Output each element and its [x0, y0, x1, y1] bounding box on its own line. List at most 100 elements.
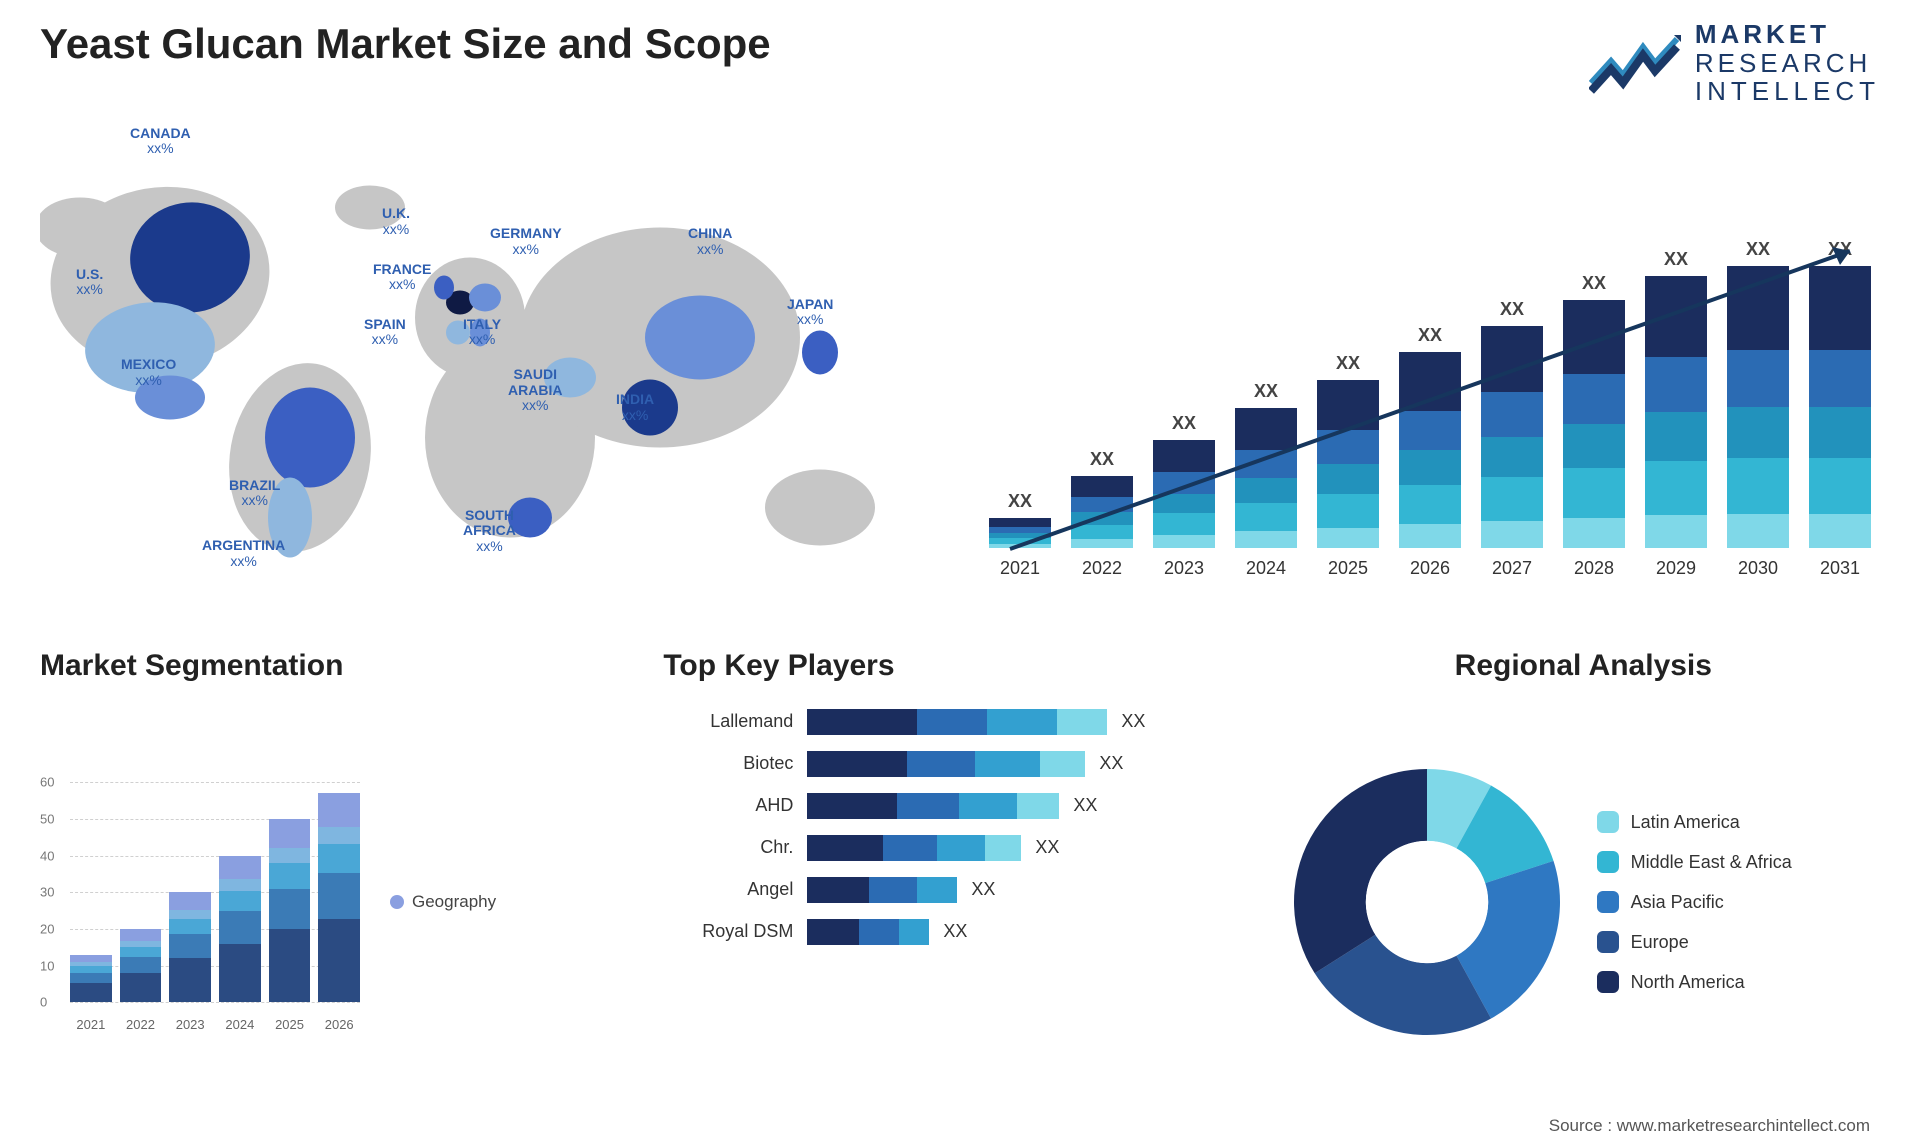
- country-name: INDIA: [616, 391, 654, 407]
- bar-segment: [1235, 503, 1296, 531]
- y-tick-label: 30: [40, 885, 54, 900]
- country-name: FRANCE: [373, 261, 431, 277]
- donut-legend-swatch: [1597, 931, 1619, 953]
- donut-legend-item: Latin America: [1597, 811, 1792, 833]
- country-name: MEXICO: [121, 356, 176, 372]
- bar-segment: [1399, 524, 1460, 548]
- main-bar-column: XX2021: [984, 239, 1056, 579]
- bar-segment: [1071, 476, 1132, 498]
- country-label: MEXICOxx%: [121, 357, 176, 388]
- country-label: FRANCExx%: [373, 262, 431, 293]
- seg-bar-segment: [169, 919, 211, 934]
- bar-segment: [1071, 539, 1132, 548]
- country-label: GERMANYxx%: [490, 226, 562, 257]
- country-name: SPAIN: [364, 316, 406, 332]
- player-bar-segment: [987, 709, 1057, 735]
- bar-segment: [1071, 525, 1132, 539]
- bar-stack: [1317, 380, 1378, 548]
- donut-title: Regional Analysis: [1287, 649, 1880, 683]
- main-bar-column: XX2024: [1230, 239, 1302, 579]
- header-row: Yeast Glucan Market Size and Scope MARKE…: [40, 20, 1880, 106]
- bar-segment: [1153, 472, 1214, 494]
- seg-bar-segment: [269, 819, 311, 848]
- bar-segment: [1235, 531, 1296, 548]
- country-name: U.S.: [76, 266, 103, 282]
- player-label: AHD: [663, 795, 793, 816]
- bar-segment: [1481, 521, 1542, 548]
- main-bar-column: XX2029: [1640, 239, 1712, 579]
- bar-segment: [1481, 477, 1542, 521]
- donut-legend-item: Middle East & Africa: [1597, 851, 1792, 873]
- bar-stack: [1071, 476, 1132, 548]
- bar-segment: [1563, 424, 1624, 469]
- segmentation-chart: 0102030405060202120222023202420252026: [40, 772, 360, 1032]
- seg-bar: [120, 929, 162, 1002]
- bar-segment: [1153, 513, 1214, 535]
- main-bars-row: XX2021XX2022XX2023XX2024XX2025XX2026XX20…: [980, 239, 1880, 579]
- country-pct: xx%: [463, 332, 501, 347]
- seg-bar-segment: [269, 929, 311, 1002]
- bar-segment: [1153, 494, 1214, 513]
- bar-segment: [1317, 494, 1378, 528]
- seg-bar-segment: [169, 958, 211, 1002]
- seg-bar-segment: [169, 892, 211, 910]
- top-row: CANADAxx%U.S.xx%MEXICOxx%BRAZILxx%ARGENT…: [40, 116, 1880, 619]
- donut-legend-label: North America: [1631, 972, 1745, 993]
- donut-legend: Latin AmericaMiddle East & AfricaAsia Pa…: [1597, 811, 1792, 993]
- player-value: XX: [943, 921, 993, 942]
- player-value: XX: [1073, 795, 1123, 816]
- bar-x-label: 2029: [1656, 558, 1696, 579]
- bar-x-label: 2027: [1492, 558, 1532, 579]
- bar-segment: [1645, 276, 1706, 358]
- seg-bar: [70, 955, 112, 1003]
- logo-text: MARKET RESEARCH INTELLECT: [1695, 20, 1880, 106]
- player-bar: [807, 877, 957, 903]
- main-bar-column: XX2026: [1394, 239, 1466, 579]
- seg-bar-segment: [70, 966, 112, 973]
- seg-x-label: 2024: [219, 1017, 261, 1032]
- player-bar: [807, 709, 1107, 735]
- bar-segment: [1071, 497, 1132, 511]
- seg-x-labels: 202120222023202420252026: [70, 1017, 360, 1032]
- seg-bar-segment: [120, 929, 162, 941]
- segmentation-legend-item: Geography: [390, 892, 496, 912]
- player-bar-segment: [975, 751, 1040, 777]
- logo-text-line1: MARKET: [1695, 20, 1880, 49]
- player-label: Angel: [663, 879, 793, 900]
- bar-x-label: 2031: [1820, 558, 1860, 579]
- bar-segment: [989, 544, 1050, 548]
- seg-bar: [219, 856, 261, 1003]
- country-label: INDIAxx%: [616, 392, 654, 423]
- bar-stack: [1235, 408, 1296, 548]
- bar-top-label: XX: [1582, 273, 1606, 294]
- player-bar-segment: [1017, 793, 1059, 819]
- player-bar-segment: [869, 877, 917, 903]
- world-map: CANADAxx%U.S.xx%MEXICOxx%BRAZILxx%ARGENT…: [40, 116, 940, 619]
- y-tick-label: 10: [40, 958, 54, 973]
- seg-bar-segment: [70, 983, 112, 1002]
- bar-segment: [1481, 326, 1542, 393]
- bar-segment: [1645, 357, 1706, 411]
- bar-segment: [1809, 514, 1870, 548]
- player-bar-segment: [899, 919, 929, 945]
- seg-bars-row: [70, 782, 360, 1002]
- country-label: CHINAxx%: [688, 226, 732, 257]
- y-tick-label: 40: [40, 848, 54, 863]
- country-pct: xx%: [463, 539, 516, 554]
- player-bar-segment: [897, 793, 959, 819]
- donut-panel: Regional Analysis Latin America Middle Ea…: [1287, 649, 1880, 1106]
- bar-top-label: XX: [1746, 239, 1770, 260]
- bar-top-label: XX: [1090, 449, 1114, 470]
- seg-x-label: 2021: [70, 1017, 112, 1032]
- seg-bar-segment: [318, 919, 360, 1003]
- country-pct: xx%: [121, 373, 176, 388]
- donut-legend-swatch: [1597, 891, 1619, 913]
- country-name: ITALY: [463, 316, 501, 332]
- player-bar-segment: [917, 709, 987, 735]
- country-pct: xx%: [787, 312, 833, 327]
- player-label: Royal DSM: [663, 921, 793, 942]
- seg-bar-segment: [318, 827, 360, 844]
- donut-legend-label: Middle East & Africa: [1631, 852, 1792, 873]
- seg-bar-segment: [120, 947, 162, 957]
- main-bar-column: XX2022: [1066, 239, 1138, 579]
